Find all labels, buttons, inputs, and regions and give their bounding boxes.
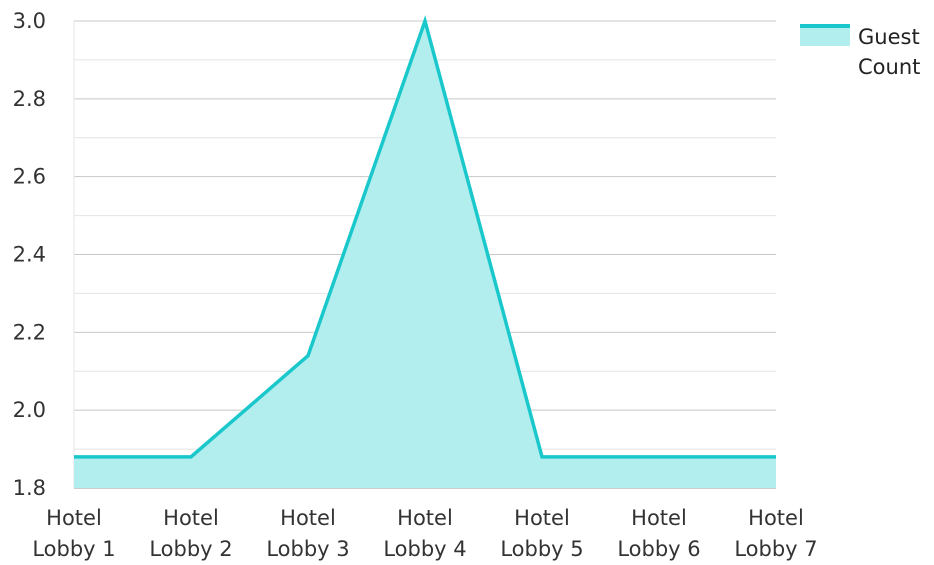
y-tick-label: 2.6 bbox=[13, 165, 46, 189]
legend: Guest Count bbox=[800, 22, 934, 82]
y-tick-label: 3.0 bbox=[13, 9, 46, 33]
y-tick-label: 2.4 bbox=[13, 243, 46, 267]
y-tick-label: 2.8 bbox=[13, 87, 46, 111]
x-tick-label: Hotel Lobby 7 bbox=[734, 506, 817, 561]
x-axis-ticks: Hotel Lobby 1 Hotel Lobby 2 Hotel Lobby 3 Hote… bbox=[32, 506, 817, 561]
series-area-fill bbox=[74, 21, 776, 488]
area-series bbox=[73, 15, 777, 488]
y-tick-label: 2.2 bbox=[13, 320, 46, 344]
legend-swatch bbox=[800, 24, 850, 46]
y-axis-ticks: 1.8 2.0 2.2 2.4 2.6 2.8 3.0 bbox=[13, 9, 46, 500]
legend-label: Guest Count bbox=[858, 25, 921, 79]
y-tick-label: 1.8 bbox=[13, 476, 46, 500]
x-tick-label: Hotel Lobby 2 bbox=[149, 506, 232, 561]
x-tick-label: Hotel Lobby 1 bbox=[32, 506, 115, 561]
x-tick-label: Hotel Lobby 4 bbox=[383, 506, 466, 561]
x-tick-label: Hotel Lobby 5 bbox=[500, 506, 583, 561]
x-tick-label: Hotel Lobby 3 bbox=[266, 506, 349, 561]
x-tick-label: Hotel Lobby 6 bbox=[617, 506, 700, 561]
y-tick-label: 2.0 bbox=[13, 398, 46, 422]
